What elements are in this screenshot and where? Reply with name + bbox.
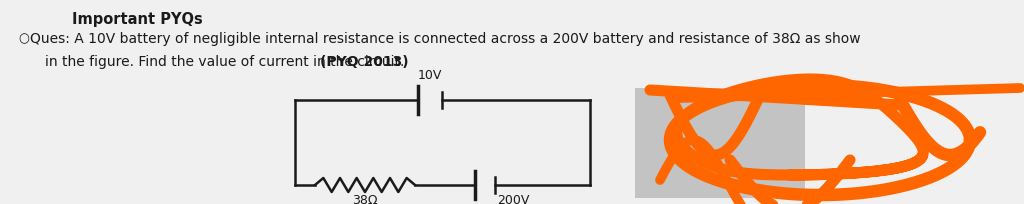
Text: in the figure. Find the value of current in the circuit.: in the figure. Find the value of current… [45,55,409,69]
Text: 200V: 200V [497,194,529,204]
Bar [635,88,805,198]
Text: Ques: A 10V battery of negligible internal resistance is connected across a 200V: Ques: A 10V battery of negligible intern… [30,32,860,46]
Text: 10V: 10V [418,69,442,82]
Text: ○: ○ [18,32,29,45]
Text: 38Ω: 38Ω [352,194,378,204]
Text: Important PYQs: Important PYQs [72,12,203,27]
Text: (PYQ 2013): (PYQ 2013) [319,55,409,69]
